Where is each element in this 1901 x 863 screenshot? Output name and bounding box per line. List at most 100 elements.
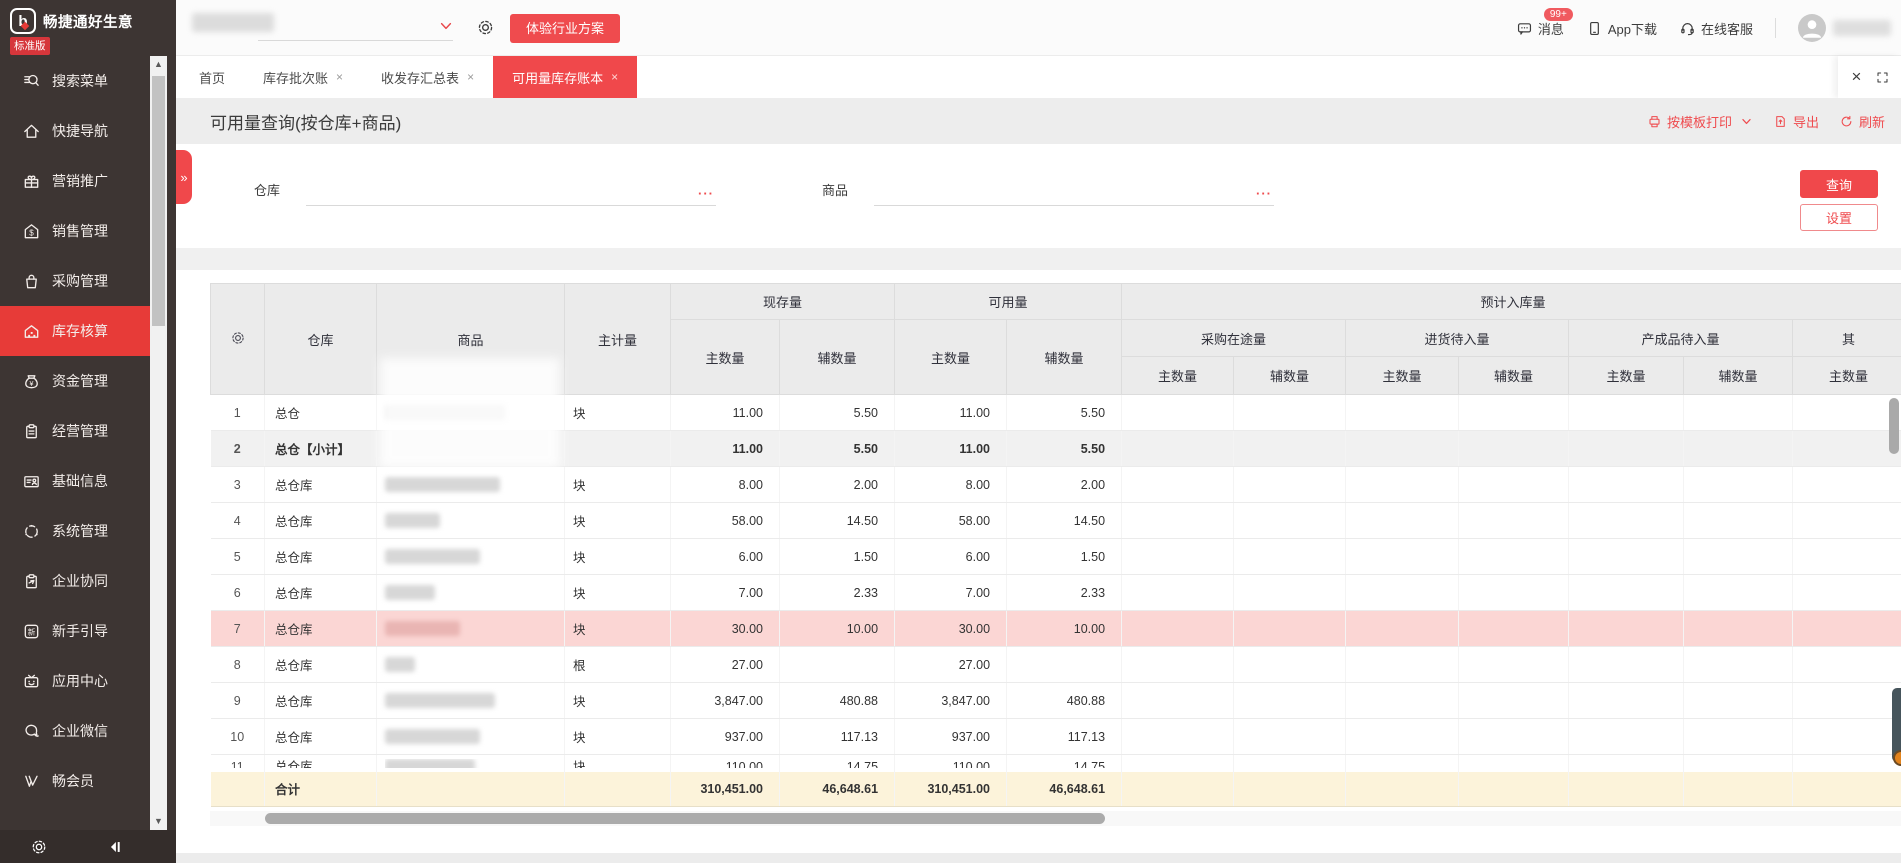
column-settings-cell[interactable] (210, 283, 265, 395)
table-row[interactable]: 6 总仓库块 7.00 2.33 7.00 2.33 (210, 574, 1901, 611)
table-row[interactable]: 9 总仓库块 3,847.00 480.88 3,847.00 480.88 (210, 682, 1901, 719)
sidebar-item-gift[interactable]: 营销推广 (0, 156, 150, 206)
col-header-fp-main[interactable]: 主数量 (1568, 356, 1685, 395)
sidebar-scrollbar-thumb[interactable] (152, 76, 165, 326)
col-header-stock-main[interactable]: 主数量 (670, 319, 780, 395)
tab-1[interactable]: 首页 (180, 56, 244, 98)
tab-4[interactable]: 可用量库存账本 × (493, 56, 638, 98)
sidebar-item-search-menu[interactable]: 搜索菜单 (0, 56, 150, 106)
query-button[interactable]: 查询 (1800, 170, 1878, 198)
tab-close-icon[interactable]: × (336, 70, 344, 84)
sidebar-scrollbar[interactable]: ▲ ▼ (150, 56, 167, 830)
quantity-cell: 480.88 (779, 682, 896, 719)
experience-solution-button[interactable]: 体验行业方案 (510, 14, 621, 43)
table-row[interactable]: 8 总仓库根 27.00 27.00 (210, 646, 1901, 683)
expand-filters-button[interactable]: » (176, 150, 192, 204)
col-header-available-main[interactable]: 主数量 (894, 319, 1008, 395)
export-button[interactable]: 导出 (1773, 112, 1819, 131)
warehouse-cell: 总仓库 (264, 610, 377, 647)
table-vertical-scrollbar[interactable] (1889, 398, 1899, 454)
table-row[interactable]: 2 总仓【小计】 11.00 5.50 11.00 5.50 (210, 430, 1901, 467)
col-header-other-main[interactable]: 主数量 (1792, 356, 1901, 395)
sidebar-item-operations[interactable]: 经营管理 (0, 406, 150, 456)
unit-cell (564, 430, 671, 467)
empty-cell (1121, 610, 1235, 647)
sidebar-item-wechat[interactable]: 企业微信 (0, 706, 150, 756)
quantity-cell: 117.13 (1006, 718, 1123, 755)
app-download-button[interactable]: App下载 (1586, 19, 1657, 38)
sidebar-item-member[interactable]: 畅会员 (0, 756, 150, 806)
col-header-product[interactable]: 商品 (376, 283, 565, 395)
col-header-ip-main[interactable]: 主数量 (1345, 356, 1460, 395)
table-horizontal-scrollbar[interactable] (265, 813, 1105, 824)
col-header-warehouse[interactable]: 仓库 (264, 283, 377, 395)
col-header-pt-main[interactable]: 主数量 (1121, 356, 1235, 395)
sales-icon: $ (22, 222, 41, 241)
empty-cell (1683, 574, 1794, 611)
close-tab-icon[interactable]: × (1851, 67, 1862, 86)
table-row[interactable]: 11 总仓库块 110.00 14.75 110.00 14.75 (210, 754, 1901, 772)
sidebar-item-home[interactable]: 快捷导航 (0, 106, 150, 156)
product-cell (376, 502, 565, 539)
fullscreen-icon[interactable] (1875, 56, 1901, 98)
table-row[interactable]: 7 总仓库块 30.00 10.00 30.00 10.00 (210, 610, 1901, 647)
tab-close-icon[interactable]: × (611, 70, 619, 84)
col-header-fp-aux[interactable]: 辅数量 (1683, 356, 1794, 395)
col-header-stock-aux[interactable]: 辅数量 (778, 319, 896, 395)
warehouse-filter-input[interactable]: ··· (306, 178, 717, 206)
sidebar-item-newbie[interactable]: 新 新手引导 (0, 606, 150, 656)
floating-widget-dot[interactable] (1893, 750, 1901, 766)
col-header-ip-aux[interactable]: 辅数量 (1458, 356, 1570, 395)
floating-side-widget[interactable] (1892, 688, 1901, 766)
warehouse-more-button[interactable]: ··· (698, 186, 715, 201)
online-service-button[interactable]: 在线客服 (1679, 19, 1753, 38)
table-gear-icon[interactable] (230, 330, 246, 346)
topbar-gear-icon[interactable] (476, 18, 495, 37)
empty-cell (1121, 430, 1235, 467)
sidebar-item-sales[interactable]: $ 销售管理 (0, 206, 150, 256)
settings-button[interactable]: 设置 (1800, 204, 1878, 231)
messages-button[interactable]: 消息 99+ (1516, 7, 1573, 38)
product-filter-input[interactable]: ··· (874, 178, 1275, 206)
warehouse-cell: 总仓【小计】 (264, 430, 377, 467)
print-by-template-button[interactable]: 按模板打印 (1647, 112, 1753, 131)
quantity-cell: 5.50 (779, 430, 896, 467)
empty-cell (1233, 466, 1347, 503)
sidebar-item-system[interactable]: 系统管理 (0, 506, 150, 556)
sidebar-item-purchase[interactable]: 采购管理 (0, 256, 150, 306)
empty-cell (1683, 610, 1794, 647)
sidebar-item-inventory[interactable]: 库存核算 (0, 306, 150, 356)
sidebar-item-appcenter[interactable]: 应用中心 (0, 656, 150, 706)
table-row[interactable]: 3 总仓库块 8.00 2.00 8.00 2.00 (210, 466, 1901, 503)
table-row[interactable]: 10 总仓库块 937.00 117.13 937.00 117.13 (210, 718, 1901, 755)
scroll-up-icon[interactable]: ▲ (150, 56, 167, 73)
product-more-button[interactable]: ··· (1256, 186, 1273, 201)
col-header-pt-aux[interactable]: 辅数量 (1233, 356, 1347, 395)
collapse-sidebar-icon[interactable] (106, 838, 124, 856)
quantity-cell: 937.00 (894, 718, 1008, 755)
table-row[interactable]: 5 总仓库块 6.00 1.50 6.00 1.50 (210, 538, 1901, 575)
topbar: 体验行业方案 消息 99+ App下载 在线客服 (176, 0, 1901, 56)
settings-gear-icon[interactable] (30, 838, 48, 856)
scroll-down-icon[interactable]: ▼ (150, 813, 167, 830)
tab-2[interactable]: 库存批次账 × (244, 56, 362, 98)
refresh-button[interactable]: 刷新 (1839, 112, 1885, 131)
col-header-available-aux[interactable]: 辅数量 (1006, 319, 1123, 395)
col-header-main-unit[interactable]: 主计量 (564, 283, 671, 395)
product-cell (376, 718, 565, 755)
tab-close-icon[interactable]: × (467, 70, 475, 84)
quantity-cell: 937.00 (670, 718, 780, 755)
sidebar-item-collab[interactable]: 企业协同 (0, 556, 150, 606)
company-dropdown-icon[interactable] (438, 18, 454, 34)
table-row[interactable]: 4 总仓库块 58.00 14.50 58.00 14.50 (210, 502, 1901, 539)
user-account[interactable] (1798, 14, 1891, 42)
table-row[interactable]: 1 总仓块 11.00 5.50 11.00 5.50 (210, 394, 1901, 431)
tab-3[interactable]: 收发存汇总表 × (362, 56, 493, 98)
empty-cell (1233, 394, 1347, 431)
app-title: 畅捷通好生意 (43, 14, 133, 31)
empty-cell (1458, 430, 1570, 467)
sidebar-item-funds[interactable]: ¥ 资金管理 (0, 356, 150, 406)
sidebar-item-info[interactable]: 基础信息 (0, 456, 150, 506)
appcenter-icon (22, 672, 41, 691)
empty-cell (1792, 430, 1901, 467)
